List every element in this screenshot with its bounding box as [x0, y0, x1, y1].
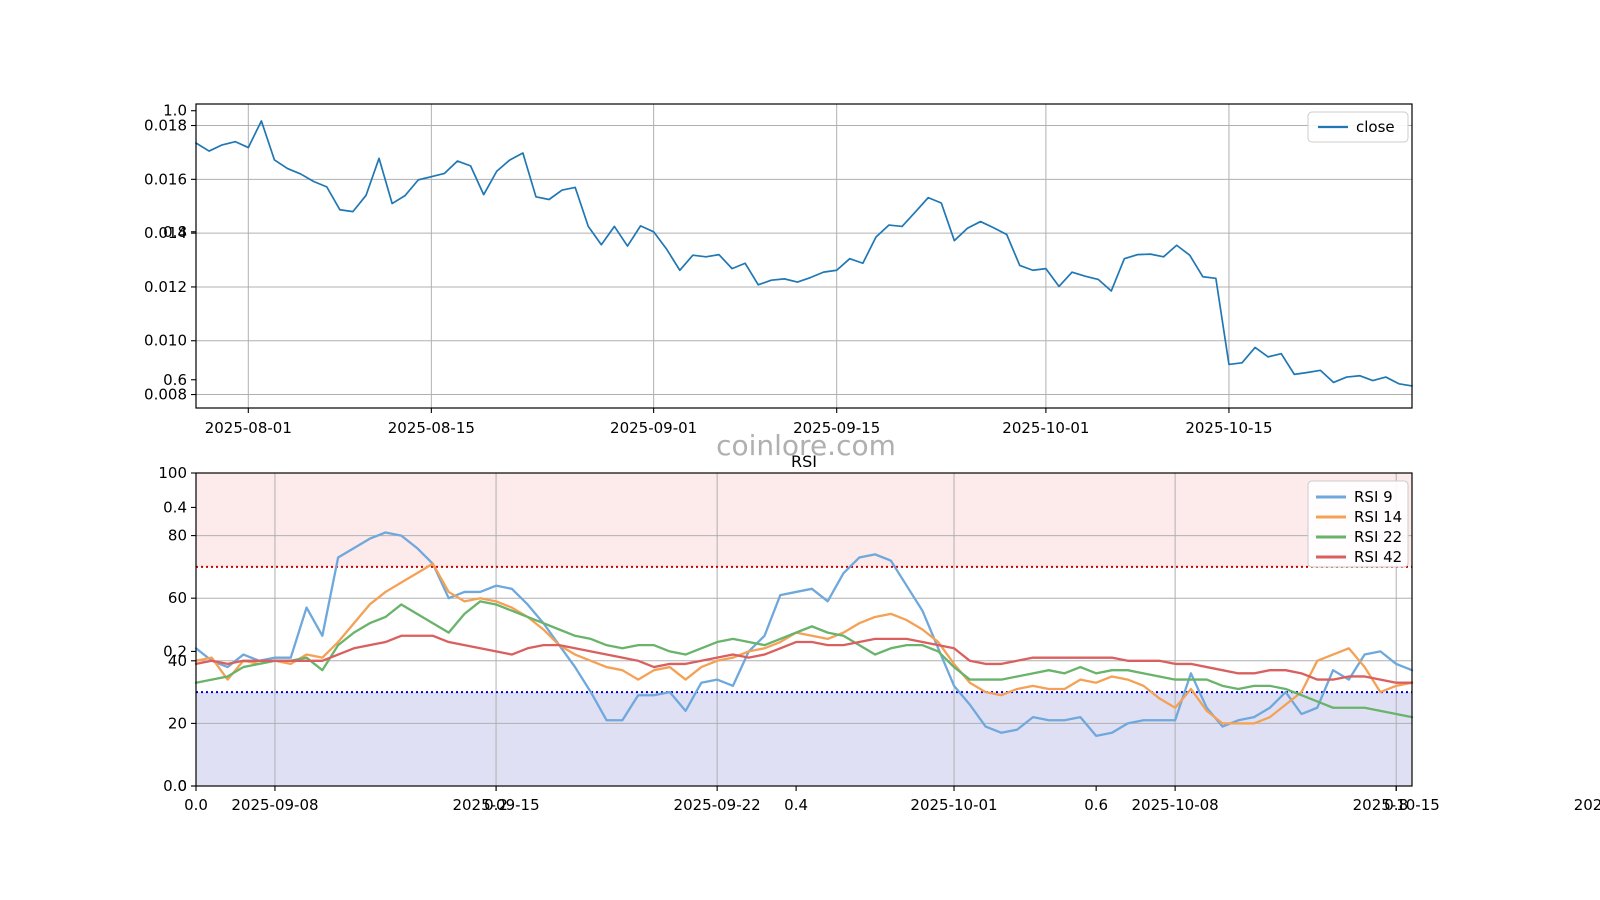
y-tick-label-price: 0.014: [144, 224, 187, 242]
x-tick-label-date: 2025-09-01: [610, 419, 697, 437]
series-line-rsi-42: [194, 634, 1414, 684]
y-tick-label-normalized: 0.6: [163, 371, 187, 389]
y-tick-label-normalized: 0.0: [163, 777, 187, 795]
y-tick-label-price: 0.008: [144, 386, 187, 404]
y-tick-label-rsi: 0: [177, 777, 187, 795]
x-tick-label-date: 2025-09-08: [231, 796, 318, 814]
series-line-rsi-22: [194, 600, 1414, 719]
axis-frame: [195, 472, 1413, 787]
x-tick-label-date: 2025-10-01: [1002, 419, 1089, 437]
x-tick-label-normalized: 0.6: [1084, 796, 1108, 814]
series-line-rsi-14: [194, 562, 1414, 725]
y-tick-label-price: 0.010: [144, 332, 187, 350]
oversold-band: [196, 692, 1412, 786]
rsi-legend[interactable]: RSI 9 RSI 14 RSI 22 RSI 42: [1307, 480, 1409, 568]
y-tick-label-normalized: 1.0: [163, 102, 187, 120]
legend-background: [1307, 111, 1409, 143]
overbought-band: [196, 473, 1412, 567]
rsi-y-axis-normalized: 0.4 0.2 0.0: [163, 498, 196, 795]
price-legend[interactable]: close: [1307, 111, 1409, 143]
y-tick-label-normalized: 0.4: [163, 498, 187, 516]
price-panel: 0.018 0.016 0.014 0.012 0.010 0.008 1.0 0.8 0.6 2…: [144, 102, 1413, 437]
x-tick-label-normalized: 0.0: [184, 796, 208, 814]
watermark-coinlore: coinlore.com: [716, 429, 896, 462]
x-tick-label-date: 2025-09-15: [793, 419, 880, 437]
y-tick-label-price: 0.018: [144, 117, 187, 135]
price-plot-area: [196, 104, 1412, 408]
x-tick-label-date: 2025-08-01: [205, 419, 292, 437]
legend-label-rsi-22: RSI 22: [1354, 528, 1402, 546]
y-tick-label-rsi: 100: [158, 464, 187, 482]
watermark-group: coinlore.com: [716, 429, 896, 462]
legend-label-rsi-42: RSI 42: [1354, 548, 1402, 566]
rsi-y-axis: 100 80 60 40 20 0: [158, 464, 196, 795]
y-tick-label-rsi: 20: [168, 714, 187, 732]
y-tick-label-normalized: 0.8: [163, 223, 187, 241]
x-tick-label-normalized: 0.4: [784, 796, 808, 814]
price-series: [195, 120, 1413, 387]
rsi-axis-spines: [195, 472, 1413, 787]
y-tick-label-price: 0.016: [144, 170, 187, 188]
series-line-close: [195, 120, 1413, 387]
y-tick-label-rsi: 60: [168, 589, 187, 607]
x-tick-label-date: 2025-10-15: [1353, 796, 1440, 814]
rsi-panel-title: RSI: [791, 452, 817, 471]
legend-background: [1307, 480, 1409, 568]
y-tick-label-rsi: 80: [168, 527, 187, 545]
x-tick-label-date: 2025-09-22: [674, 796, 761, 814]
y-tick-label-normalized: 0.2: [163, 642, 187, 660]
price-axis-spines: [195, 103, 1413, 409]
price-gridlines: [196, 104, 1412, 408]
x-tick-label-date: 2025-10-22: [1574, 796, 1600, 814]
rsi-bands: [196, 473, 1412, 786]
y-tick-label-price: 0.012: [144, 278, 187, 296]
legend-label-rsi-14: RSI 14: [1354, 508, 1402, 526]
x-tick-label-normalized: 0.8: [1384, 796, 1408, 814]
axis-frame: [195, 103, 1413, 409]
x-tick-label-date: 2025-10-01: [910, 796, 997, 814]
legend-label-close: close: [1356, 118, 1395, 136]
y-tick-label-rsi: 40: [168, 652, 187, 670]
x-tick-label-date: 2025-08-15: [388, 419, 475, 437]
x-tick-label-date: 2025-09-15: [452, 796, 539, 814]
price-y-axis-normalized: 1.0 0.8 0.6: [163, 102, 196, 389]
x-tick-label-date: 2025-10-08: [1132, 796, 1219, 814]
rsi-series: [194, 531, 1414, 738]
x-tick-label-date: 2025-10-15: [1185, 419, 1272, 437]
series-line-rsi-9: [194, 531, 1414, 738]
rsi-panel: 100 80 60 40 20 0 0.4 0.2 0.0 2025-09-08 2025-09-1…: [158, 452, 1600, 814]
rsi-x-axis: 2025-09-08 2025-09-15 2025-09-22 2025-10-01…: [231, 786, 1600, 814]
legend-label-rsi-9: RSI 9: [1354, 488, 1393, 506]
price-x-axis: 2025-08-01 2025-08-15 2025-09-01 2025-09-15…: [205, 408, 1273, 437]
rsi-title-group: RSI: [791, 452, 817, 471]
price-y-axis: 0.018 0.016 0.014 0.012 0.010 0.008: [144, 117, 196, 404]
x-tick-label-normalized: 0.2: [484, 796, 508, 814]
rsi-x-axis-normalized: 0.00.20.40.60.81.0: [184, 786, 1408, 814]
